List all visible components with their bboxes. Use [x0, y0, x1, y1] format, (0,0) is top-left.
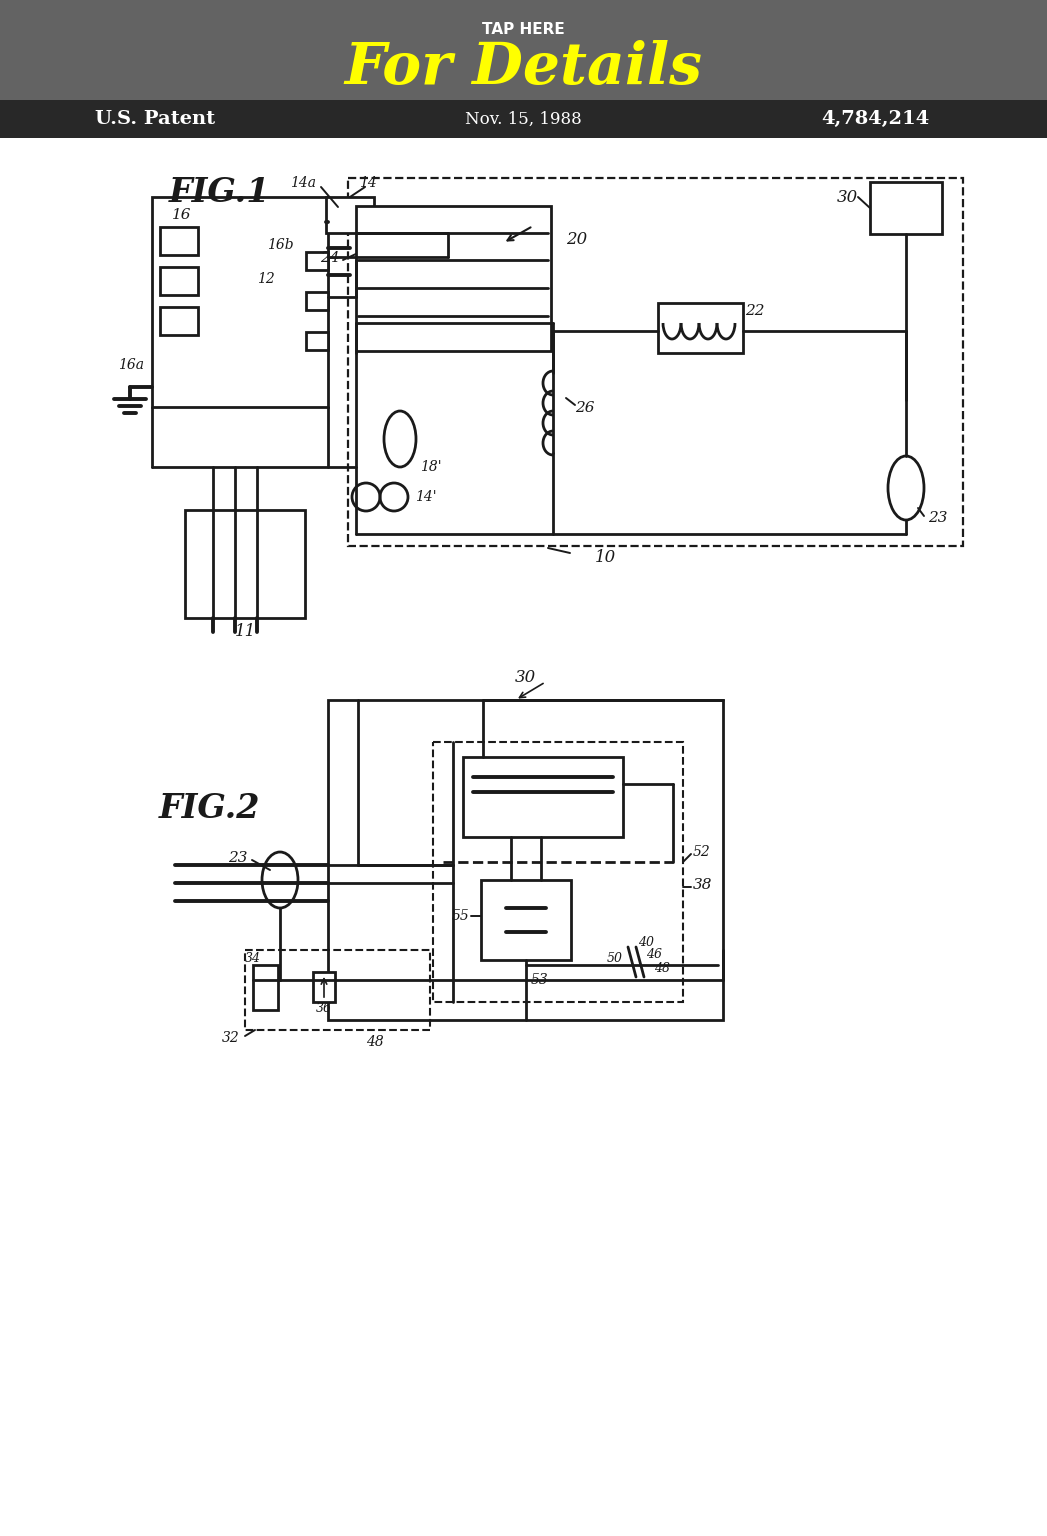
Bar	[0, 0, 1047, 100]
Text: 16b: 16b	[267, 238, 293, 252]
Text: 12: 12	[257, 272, 274, 286]
Bar	[326, 197, 374, 233]
Text: 52: 52	[693, 845, 711, 859]
Text: 26: 26	[575, 401, 595, 415]
Text: 22: 22	[745, 304, 764, 318]
Bar	[160, 307, 198, 335]
Bar	[245, 949, 430, 1031]
Bar	[348, 178, 963, 545]
Bar	[328, 700, 723, 1020]
Text: 46: 46	[646, 949, 662, 962]
Text: 20: 20	[566, 232, 587, 249]
Text: 14: 14	[359, 177, 377, 190]
Text: 38: 38	[693, 879, 713, 892]
Bar	[0, 100, 1047, 138]
Text: TAP HERE: TAP HERE	[482, 23, 565, 37]
Text: 50: 50	[607, 952, 623, 966]
Bar	[313, 972, 335, 1001]
Text: U.S. Patent: U.S. Patent	[95, 111, 215, 127]
Text: FIG.2: FIG.2	[159, 791, 261, 825]
Bar	[160, 227, 198, 255]
Bar	[433, 742, 683, 1001]
Text: 48: 48	[654, 962, 670, 974]
Text: 14a: 14a	[290, 177, 316, 190]
Text: 30: 30	[837, 189, 857, 206]
Bar	[463, 757, 623, 837]
Text: 16: 16	[173, 207, 192, 223]
Text: Nov. 15, 1988: Nov. 15, 1988	[465, 111, 582, 127]
Text: FIG.1: FIG.1	[170, 175, 271, 209]
Text: 16a: 16a	[118, 358, 144, 372]
Text: 11: 11	[235, 624, 255, 641]
Text: 48: 48	[366, 1035, 384, 1049]
Bar	[658, 303, 743, 353]
Text: 14': 14'	[415, 490, 437, 504]
Bar	[160, 267, 198, 295]
Bar	[185, 510, 305, 617]
Bar	[870, 181, 942, 233]
Bar	[306, 252, 328, 270]
Text: 23: 23	[928, 511, 948, 525]
Bar	[481, 880, 571, 960]
Bar	[253, 965, 279, 1011]
Text: 24: 24	[320, 250, 340, 266]
Bar	[356, 206, 551, 352]
Text: 4,784,214: 4,784,214	[821, 111, 929, 127]
Text: 32: 32	[222, 1031, 240, 1044]
Text: 36: 36	[316, 1001, 332, 1014]
Text: 30: 30	[515, 670, 536, 687]
Text: 53: 53	[531, 972, 549, 988]
Text: 23: 23	[228, 851, 248, 865]
Text: 40: 40	[638, 935, 654, 949]
Text: 34: 34	[245, 951, 261, 965]
Bar	[306, 292, 328, 310]
Text: 55: 55	[451, 909, 469, 923]
Text: 10: 10	[595, 548, 617, 565]
Text: For Details: For Details	[344, 40, 703, 97]
Bar	[152, 197, 328, 407]
Text: 18': 18'	[420, 459, 442, 475]
Bar	[306, 332, 328, 350]
